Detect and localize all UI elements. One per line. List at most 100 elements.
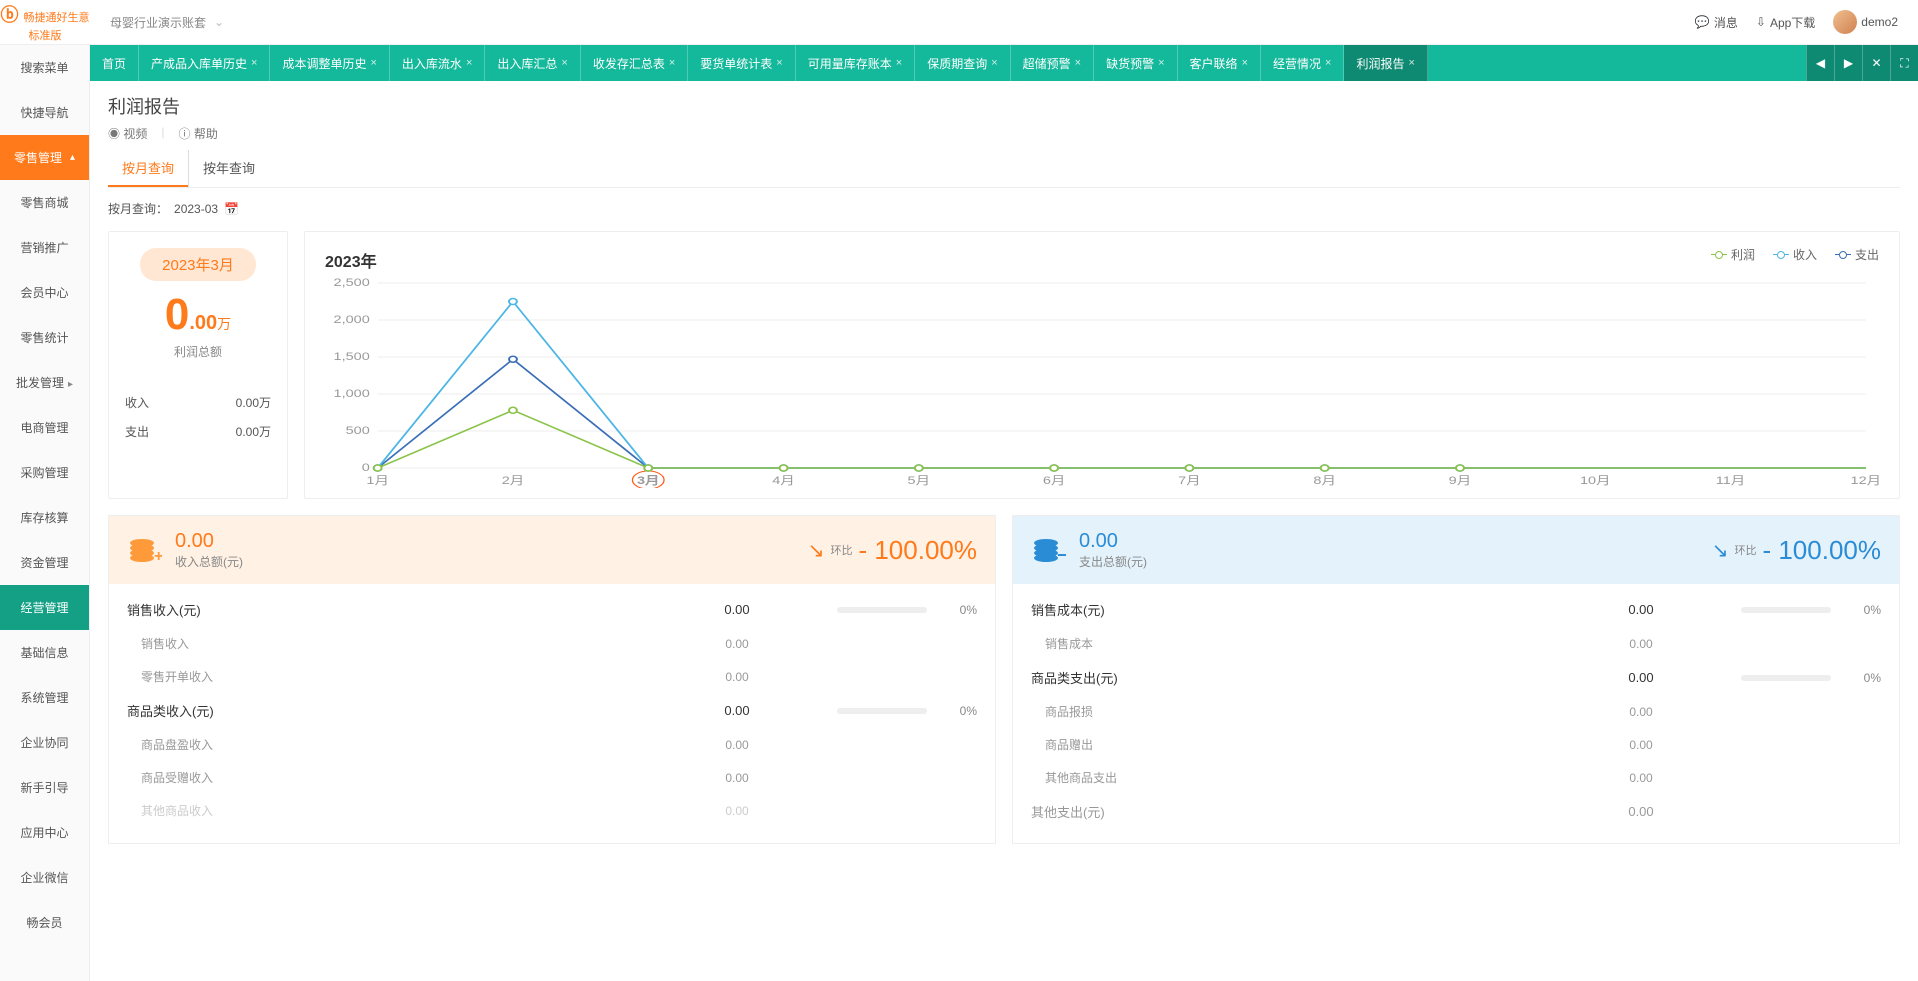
panel-row: 商品类收入(元)0.000% — [127, 693, 977, 728]
sidebar-item[interactable]: 会员中心 — [0, 270, 89, 315]
chart-title: 2023年 — [325, 248, 1879, 272]
tab[interactable]: 首页 — [90, 45, 139, 81]
tabs-scroll-right[interactable]: ▶ — [1834, 45, 1862, 81]
top-header: ⓑ 畅捷通好生意 标准版 母婴行业演示账套 ⌄ 💬 消息 ⇩ App下载 dem… — [0, 0, 1918, 45]
filter-value: 2023-03 — [174, 202, 218, 216]
tab[interactable]: 收发存汇总表× — [581, 45, 688, 81]
close-icon[interactable]: × — [1242, 57, 1248, 69]
tab[interactable]: 出入库流水× — [390, 45, 485, 81]
close-icon[interactable]: × — [466, 57, 472, 69]
svg-text:0: 0 — [362, 461, 370, 474]
video-link[interactable]: ◉ 视频 — [108, 125, 147, 142]
sidebar-item[interactable]: 经营管理 — [0, 585, 89, 630]
panel-row: 商品受赠收入0.00 — [127, 761, 977, 794]
close-icon[interactable]: × — [561, 57, 567, 69]
close-icon[interactable]: × — [251, 57, 257, 69]
tab[interactable]: 客户联络× — [1178, 45, 1261, 81]
messages-button[interactable]: 💬 消息 — [1695, 14, 1738, 31]
tab[interactable]: 缺货预警× — [1094, 45, 1177, 81]
svg-text:2,000: 2,000 — [334, 313, 370, 326]
account-selector[interactable]: 母婴行业演示账套 ⌄ — [110, 14, 224, 31]
svg-text:−: − — [1057, 545, 1066, 565]
logo: ⓑ 畅捷通好生意 标准版 — [0, 0, 90, 47]
sidebar-item[interactable]: 电商管理 — [0, 405, 89, 450]
close-icon[interactable]: × — [896, 57, 902, 69]
summary-card: 2023年3月 0.00万 利润总额 收入0.00万 支出0.00万 — [108, 231, 288, 499]
legend-item: 支出 — [1835, 246, 1879, 263]
svg-text:7月: 7月 — [1178, 474, 1201, 487]
chevron-down-icon: ⌄ — [214, 15, 224, 29]
sidebar-item[interactable]: 企业微信 — [0, 855, 89, 900]
sidebar-item[interactable]: 资金管理 — [0, 540, 89, 585]
svg-text:3月: 3月 — [637, 474, 660, 487]
svg-text:1,500: 1,500 — [334, 350, 370, 363]
svg-text:4月: 4月 — [772, 474, 795, 487]
tab[interactable]: 经营情况× — [1261, 45, 1344, 81]
chart-card: 2023年 利润收入支出 05001,0001,5002,0002,5001月2… — [304, 231, 1900, 499]
sidebar-item[interactable]: 应用中心 — [0, 810, 89, 855]
income-value: 0.00万 — [236, 394, 271, 411]
close-icon[interactable]: × — [1325, 57, 1331, 69]
panel-row: 销售成本(元)0.000% — [1031, 592, 1881, 627]
panel-row: 销售成本0.00 — [1031, 627, 1881, 660]
sidebar-item[interactable]: 搜索菜单 — [0, 45, 89, 90]
chart-legend: 利润 收入 支出 — [1711, 246, 1879, 263]
help-link[interactable]: ⓘ 帮助 — [178, 125, 217, 142]
sidebar-item[interactable]: 新手引导 — [0, 765, 89, 810]
sidebar-item[interactable]: 零售管理 — [0, 135, 89, 180]
sidebar-item[interactable]: 零售统计 — [0, 315, 89, 360]
panel-row: 商品赠出0.00 — [1031, 728, 1881, 761]
close-icon[interactable]: × — [1408, 57, 1414, 69]
sidebar-item[interactable]: 零售商城 — [0, 180, 89, 225]
sidebar-item[interactable]: 营销推广 — [0, 225, 89, 270]
profit-total-label: 利润总额 — [125, 343, 271, 360]
tabs-fullscreen[interactable]: ⛶ — [1890, 45, 1918, 81]
app-download-button[interactable]: ⇩ App下载 — [1756, 14, 1815, 31]
sub-tab[interactable]: 按月查询 — [108, 150, 188, 187]
tab[interactable]: 利润报告× — [1344, 45, 1427, 81]
sidebar-item[interactable]: 基础信息 — [0, 630, 89, 675]
svg-text:500: 500 — [346, 424, 370, 437]
svg-text:8月: 8月 — [1313, 474, 1336, 487]
svg-text:10月: 10月 — [1580, 474, 1611, 487]
avatar — [1833, 10, 1857, 34]
tab[interactable]: 超储预警× — [1011, 45, 1094, 81]
tab[interactable]: 出入库汇总× — [485, 45, 580, 81]
month-pill: 2023年3月 — [140, 248, 256, 281]
tab[interactable]: 保质期查询× — [915, 45, 1010, 81]
sidebar-item[interactable]: 畅会员 — [0, 900, 89, 945]
sidebar-item[interactable]: 库存核算 — [0, 495, 89, 540]
coins-plus-icon: + — [127, 532, 163, 568]
tab[interactable]: 可用量库存账本× — [796, 45, 915, 81]
panel-row: 商品报损0.00 — [1031, 695, 1881, 728]
trend-down-icon: ↘ — [1712, 538, 1729, 563]
sidebar-item[interactable]: 系统管理 — [0, 675, 89, 720]
tabs-scroll-left[interactable]: ◀ — [1806, 45, 1834, 81]
close-icon[interactable]: × — [669, 57, 675, 69]
sidebar-item[interactable]: 批发管理 — [0, 360, 89, 405]
panel-row: 零售开单收入0.00 — [127, 660, 977, 693]
sub-tab[interactable]: 按年查询 — [188, 150, 269, 187]
close-icon[interactable]: × — [370, 57, 376, 69]
sidebar-item[interactable]: 采购管理 — [0, 450, 89, 495]
legend-item: 利润 — [1711, 246, 1755, 263]
user-menu[interactable]: demo2 — [1833, 10, 1898, 34]
close-icon[interactable]: × — [1075, 57, 1081, 69]
expense-delta: - 100.00% — [1762, 535, 1881, 566]
calendar-icon[interactable]: 📅 — [224, 202, 239, 216]
close-icon[interactable]: × — [991, 57, 997, 69]
close-icon[interactable]: × — [776, 57, 782, 69]
income-panel: + 0.00 收入总额(元) ↘ 环比 - 100.00% — [108, 515, 996, 844]
sidebar-item[interactable]: 快捷导航 — [0, 90, 89, 135]
huanbi-label: 环比 — [1734, 542, 1756, 558]
svg-text:2月: 2月 — [502, 474, 525, 487]
sidebar-item[interactable]: 企业协同 — [0, 720, 89, 765]
tabs-close-all[interactable]: ✕ — [1862, 45, 1890, 81]
legend-item: 收入 — [1773, 246, 1817, 263]
tab[interactable]: 产成品入库单历史× — [139, 45, 270, 81]
close-icon[interactable]: × — [1158, 57, 1164, 69]
sub-tabs: 按月查询按年查询 — [108, 150, 1900, 188]
download-icon: ⇩ — [1756, 15, 1766, 29]
tab[interactable]: 成本调整单历史× — [270, 45, 389, 81]
tab[interactable]: 要货单统计表× — [688, 45, 795, 81]
